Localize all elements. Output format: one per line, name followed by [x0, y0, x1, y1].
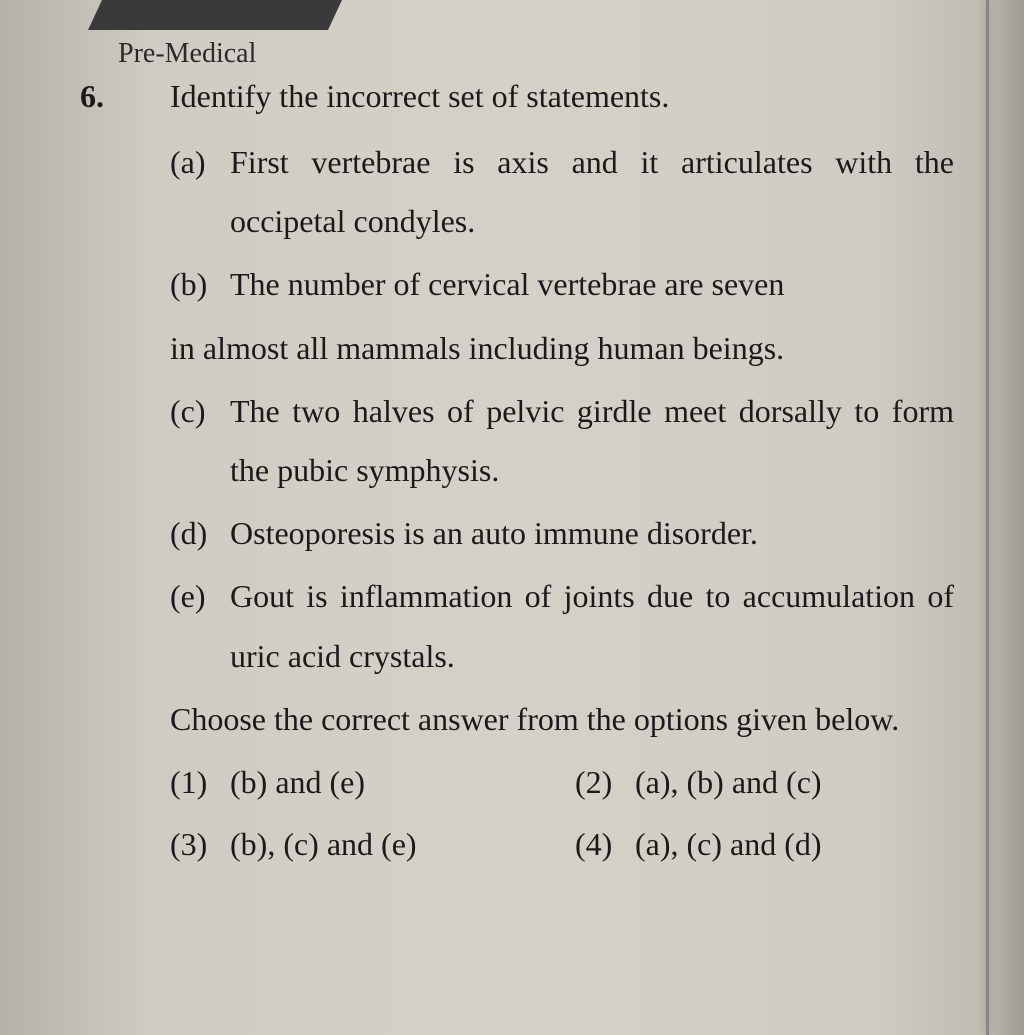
statement-label-a: (a) [170, 133, 230, 192]
statement-text-a: First vertebrae is axis and it articulat… [230, 133, 954, 251]
question-number: 6. [80, 78, 170, 115]
options-row-1: (1) (b) and (e) (2) (a), (b) and (c) [170, 755, 954, 809]
statement-label-b: (b) [170, 255, 230, 314]
statement-text-c: The two halves of pelvic girdle meet dor… [230, 382, 954, 500]
statement-text-e: Gout is inflammation of joints due to ac… [230, 567, 954, 685]
option-text-3: (b), (c) and (e) [230, 817, 417, 871]
option-num-2: (2) [575, 755, 635, 809]
instruction-text: Choose the correct answer from the optio… [170, 690, 954, 749]
option-text-4: (a), (c) and (d) [635, 817, 822, 871]
statement-e: (e) Gout is inflammation of joints due t… [170, 567, 954, 685]
statement-a: (a) First vertebrae is axis and it artic… [170, 133, 954, 251]
statement-b: (b) The number of cervical vertebrae are… [170, 255, 954, 314]
page-background: Pre-Medical 6. Identify the incorrect se… [0, 0, 1024, 1035]
statement-label-e: (e) [170, 567, 230, 626]
option-num-3: (3) [170, 817, 230, 871]
statement-text-d: Osteoporesis is an auto immune disorder. [230, 504, 954, 563]
option-text-2: (a), (b) and (c) [635, 755, 822, 809]
statement-c: (c) The two halves of pelvic girdle meet… [170, 382, 954, 500]
option-text-1: (b) and (e) [230, 755, 365, 809]
statement-d: (d) Osteoporesis is an auto immune disor… [170, 504, 954, 563]
option-4: (4) (a), (c) and (d) [575, 817, 822, 871]
option-1: (1) (b) and (e) [170, 755, 575, 809]
statement-text-b-line1: The number of cervical vertebrae are sev… [230, 255, 954, 314]
statement-label-c: (c) [170, 382, 230, 441]
statement-label-d: (d) [170, 504, 230, 563]
question-text: Identify the incorrect set of statements… [170, 78, 669, 115]
header-subtitle: Pre-Medical [118, 38, 256, 70]
option-num-1: (1) [170, 755, 230, 809]
option-num-4: (4) [575, 817, 635, 871]
question-row: 6. Identify the incorrect set of stateme… [80, 78, 954, 115]
header-shape [88, 0, 342, 30]
statement-text-b-line2: in almost all mammals including human be… [170, 319, 954, 378]
question-content: 6. Identify the incorrect set of stateme… [80, 78, 954, 880]
page-edge-shadow [984, 0, 1024, 1035]
option-3: (3) (b), (c) and (e) [170, 817, 575, 871]
options-row-2: (3) (b), (c) and (e) (4) (a), (c) and (d… [170, 817, 954, 871]
option-2: (2) (a), (b) and (c) [575, 755, 822, 809]
